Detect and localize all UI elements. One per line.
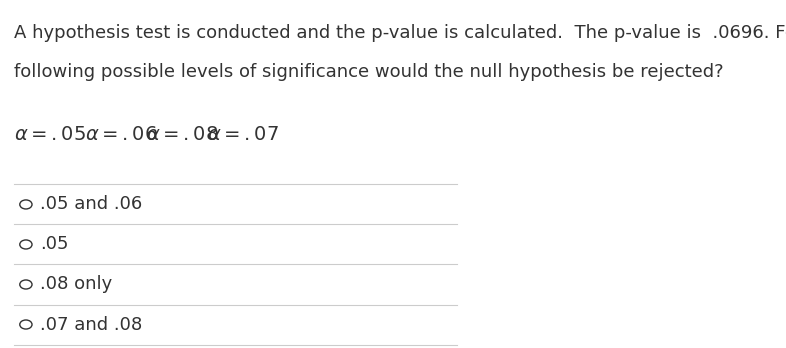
Text: $\alpha = .08$: $\alpha = .08$ xyxy=(146,125,219,144)
Text: .08 only: .08 only xyxy=(40,276,112,293)
Text: $\alpha = .06$: $\alpha = .06$ xyxy=(85,125,157,144)
Text: $\alpha = .05$: $\alpha = .05$ xyxy=(14,125,86,144)
Text: .05: .05 xyxy=(40,236,68,253)
Text: .07 and .08: .07 and .08 xyxy=(40,316,142,333)
Text: $\alpha = .07$: $\alpha = .07$ xyxy=(208,125,279,144)
Text: .05 and .06: .05 and .06 xyxy=(40,196,142,213)
Text: following possible levels of significance would the null hypothesis be rejected?: following possible levels of significanc… xyxy=(14,63,724,81)
Text: A hypothesis test is conducted and the p-value is calculated.  The p-value is  .: A hypothesis test is conducted and the p… xyxy=(14,24,786,42)
